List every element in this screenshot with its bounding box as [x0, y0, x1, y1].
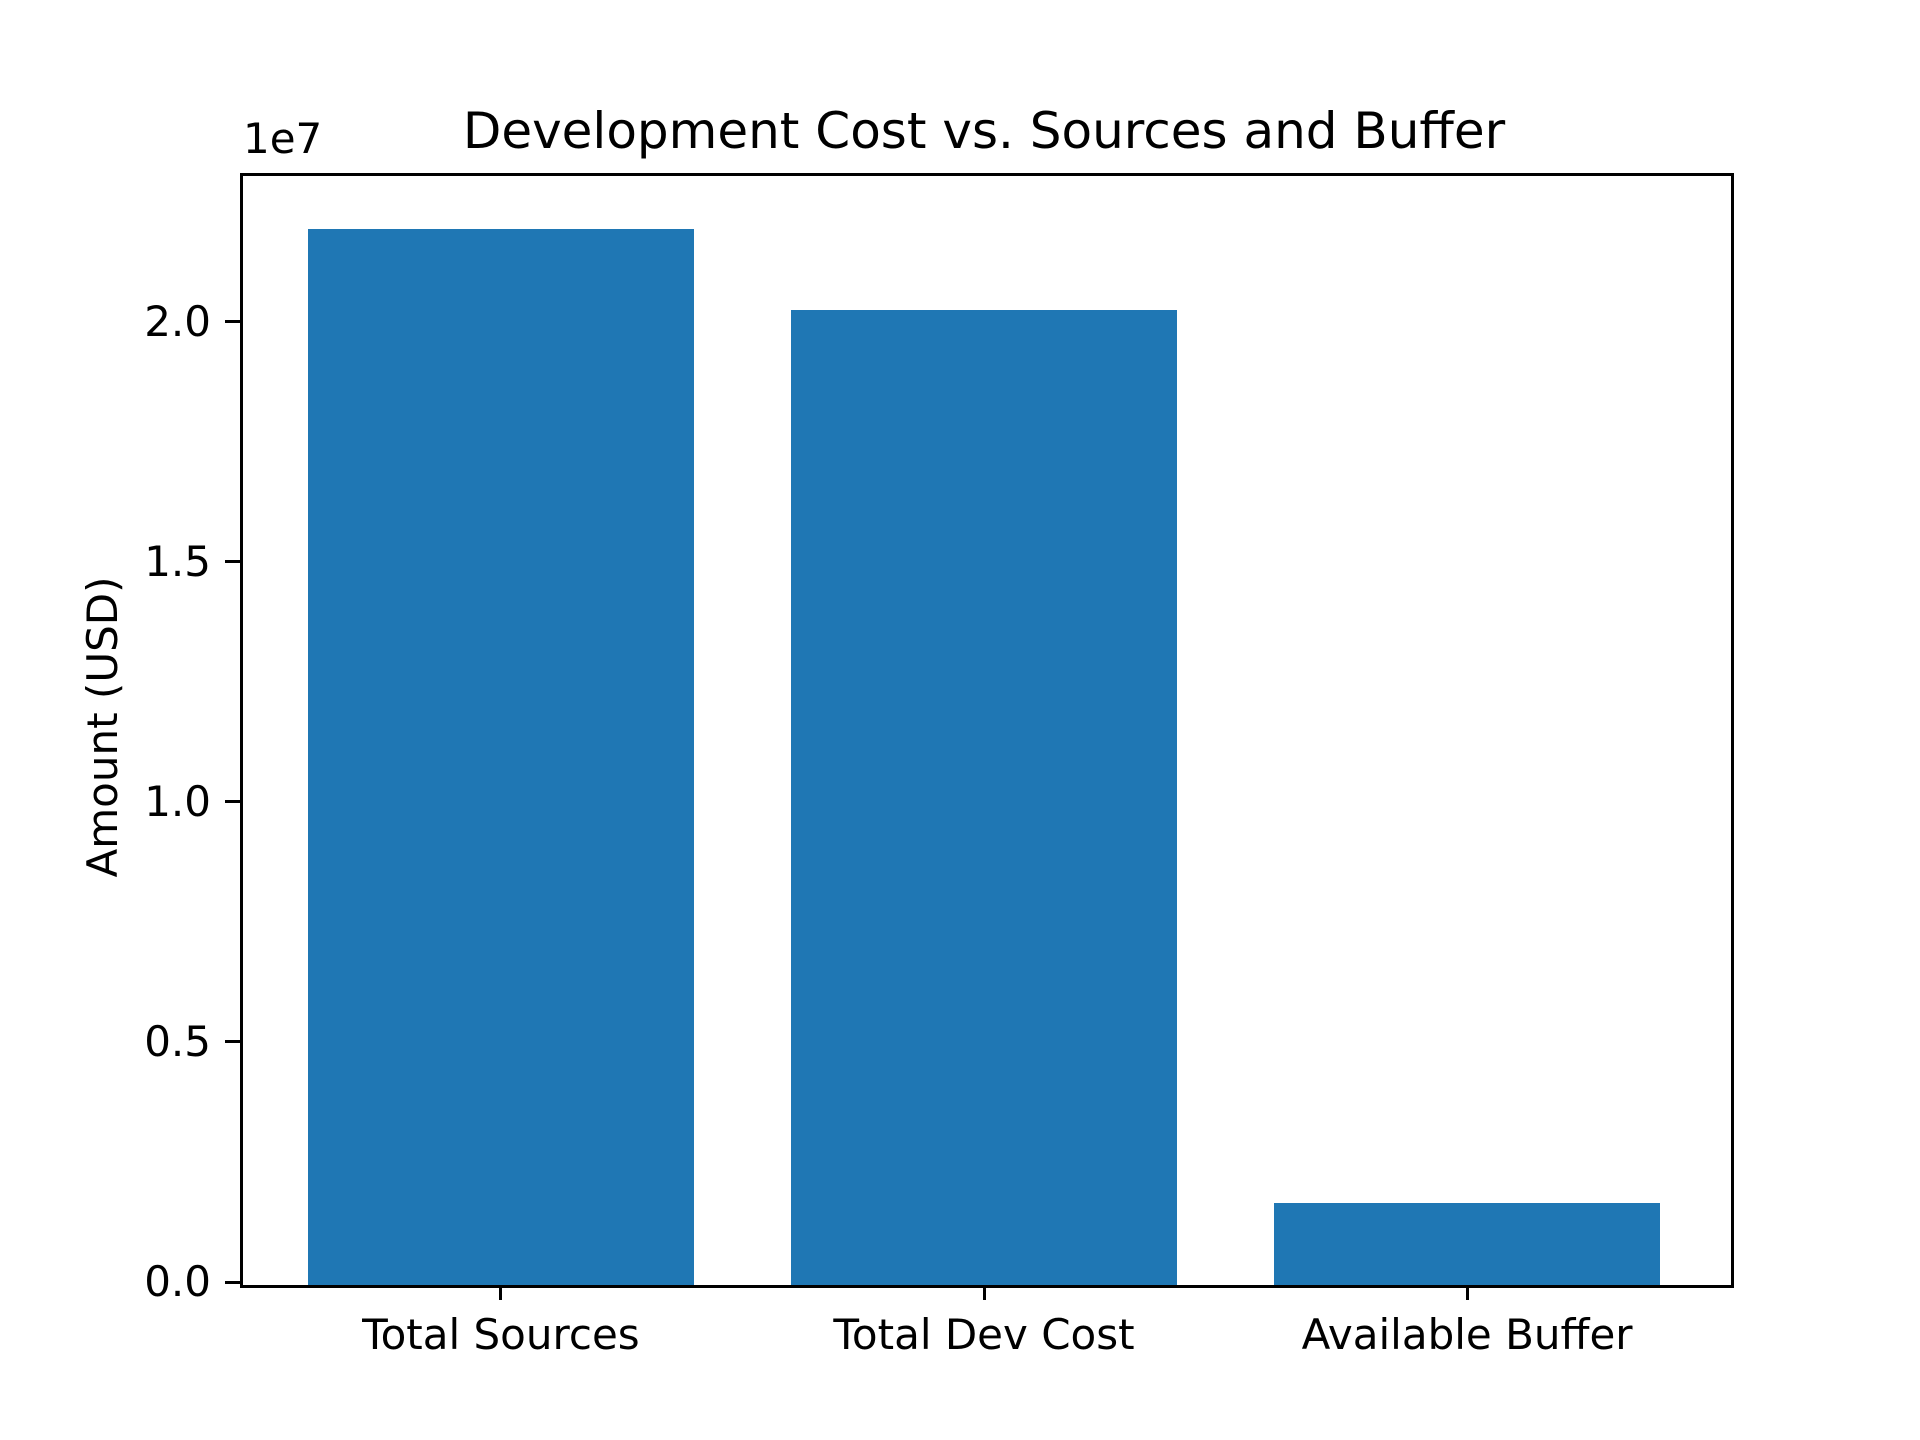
- y-tick-mark: [225, 800, 240, 804]
- x-tick-mark: [499, 1285, 503, 1300]
- y-tick-label: 2.0: [144, 296, 211, 346]
- bar-available-buffer: [1273, 1203, 1661, 1285]
- y-tick-mark: [225, 1040, 240, 1044]
- y-tick-mark: [225, 320, 240, 324]
- x-tick-label: Total Dev Cost: [833, 1310, 1135, 1359]
- y-axis-offset-label: 1e7: [243, 114, 323, 163]
- x-tick-mark: [1465, 1285, 1469, 1300]
- bar-total-dev-cost: [790, 310, 1178, 1285]
- y-tick-label: 0.5: [144, 1016, 211, 1066]
- y-tick-mark: [225, 1280, 240, 1284]
- y-tick-label: 1.0: [144, 776, 211, 826]
- bar-total-sources: [307, 228, 695, 1285]
- chart-title: Development Cost vs. Sources and Buffer: [462, 102, 1506, 160]
- plot-area: [240, 173, 1734, 1288]
- x-tick-label: Total Sources: [362, 1310, 640, 1359]
- y-tick-mark: [225, 560, 240, 564]
- y-axis-label: Amount (USD): [78, 576, 127, 878]
- x-tick-mark: [982, 1285, 986, 1300]
- x-tick-label: Available Buffer: [1301, 1310, 1633, 1359]
- y-tick-label: 1.5: [144, 536, 211, 586]
- y-tick-label: 0.0: [144, 1257, 211, 1306]
